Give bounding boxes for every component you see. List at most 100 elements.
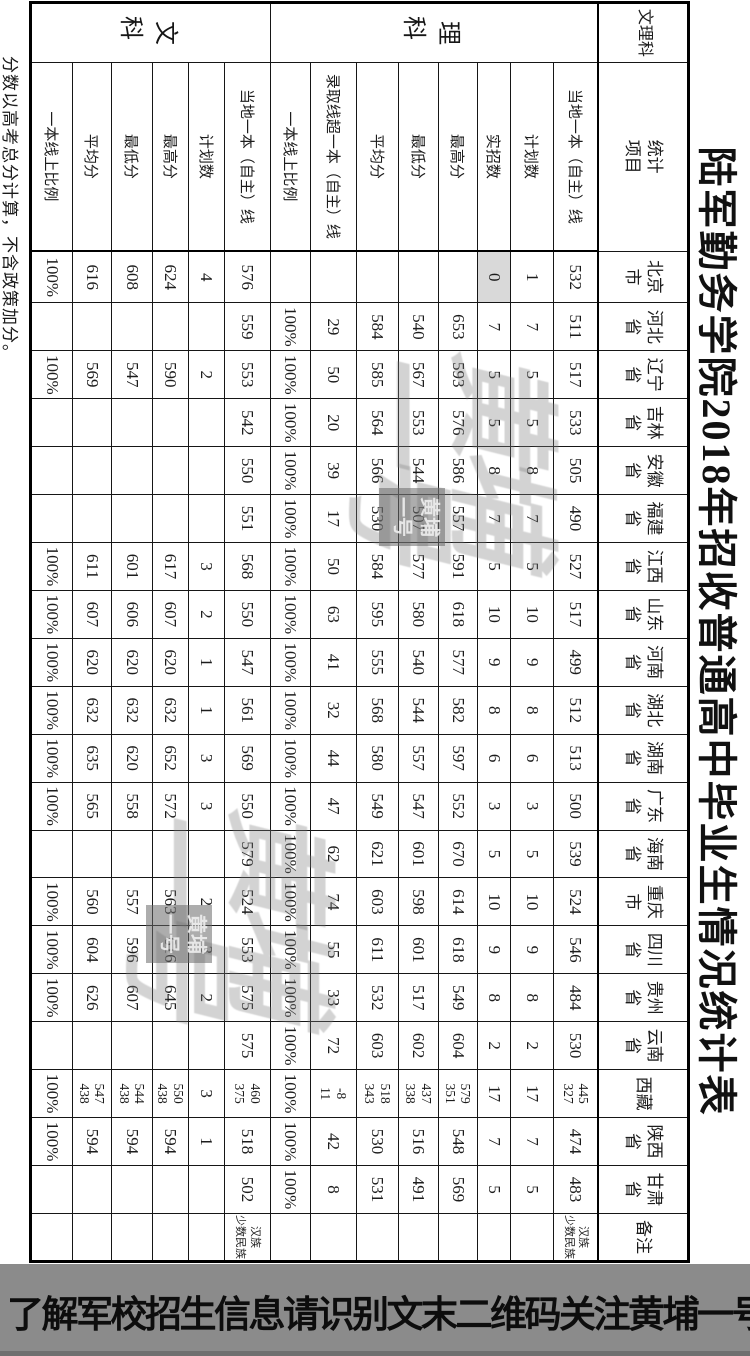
value-cell: 620 [111,638,153,687]
value-cell: 558 [111,782,153,831]
value-cell: 474 [553,1117,599,1166]
value-cell: 100% [270,734,311,783]
value-cell [111,830,153,878]
value-cell: 540 [398,302,439,351]
value-cell: 9 [510,638,554,687]
value-cell: 100% [270,590,311,639]
value-cell: 100% [270,686,311,735]
value-cell: 62 [310,830,357,878]
value-cell: 576 [438,398,478,447]
value-cell [152,1021,189,1070]
value-cell: 1 [510,251,554,303]
value-cell: 500 [553,782,599,831]
value-cell: 490 [553,494,599,543]
value-cell: 100% [270,1165,311,1214]
value-cell: 8 [477,686,511,735]
value-cell: 518 [224,1117,271,1166]
value-cell: 20 [310,398,357,447]
value-cell [72,1165,112,1214]
value-cell: 491 [398,1165,439,1214]
value-cell: 585 [356,350,399,399]
province-header: 甘肃省 [598,1165,689,1214]
value-cell: 620 [72,638,112,687]
value-cell: 569 [72,350,112,399]
value-cell: 607 [72,590,112,639]
remark-cell [510,1213,554,1262]
value-cell: 626 [72,973,112,1022]
banner-bottom-edge [0,1351,750,1356]
remark-cell [188,1213,225,1262]
value-cell: 632 [72,686,112,735]
value-cell: 517 [398,973,439,1022]
value-cell: 507 [398,494,439,543]
remark-cell: 汉族 少数民族 [224,1213,271,1262]
value-cell: 33 [310,973,357,1022]
value-cell: 100% [270,782,311,831]
value-cell: 572 [152,782,189,831]
remark-cell [152,1213,189,1262]
value-cell: 55 [310,925,357,974]
value-cell: -8 11 [310,1069,357,1118]
province-header: 福建省 [598,494,689,543]
value-cell: 3 [188,782,225,831]
bottom-banner: 了解军校招生信息请识别文末二维码关注黄埔一号 [0,1264,750,1356]
value-cell: 5 [510,830,554,878]
value-cell: 5 [510,542,554,591]
value-cell: 575 [224,1021,271,1070]
corner-stat-header: 统计 项目 [598,62,689,251]
value-cell: 540 [398,638,439,687]
province-header: 重庆市 [598,877,689,926]
value-cell: 8 [510,446,554,495]
value-cell: 542 [224,398,271,447]
value-cell: 576 [224,251,271,303]
value-cell: 527 [553,542,599,591]
value-cell: 499 [553,638,599,687]
value-cell: 595 [356,590,399,639]
value-cell: 584 [356,542,399,591]
value-cell: 100% [30,1117,73,1166]
value-cell [188,1021,225,1070]
value-cell [72,494,112,543]
value-cell: 544 438 [111,1069,153,1118]
rotated-table-layer: 陆军勤务学院2018年招收普通高中毕业生情况统计表 文理科 统计 项目 北京市 河北省… [0,0,750,1263]
value-cell: 594 [72,1117,112,1166]
value-cell [111,1021,153,1070]
value-cell: 517 [553,590,599,639]
value-cell: 547 [398,782,439,831]
value-cell [188,446,225,495]
value-cell: 10 [477,877,511,926]
value-cell: 614 [438,877,478,926]
province-header: 山东省 [598,590,689,639]
value-cell: 50 [310,350,357,399]
value-cell [72,1021,112,1070]
value-cell: 565 [72,782,112,831]
value-cell: 621 [356,830,399,878]
value-cell: 100% [270,350,311,399]
value-cell: 17 [477,1069,511,1118]
value-cell: 100% [270,1069,311,1118]
value-cell [30,830,73,878]
value-cell: 17 [310,494,357,543]
value-cell: 577 [438,638,478,687]
value-cell: 513 [553,734,599,783]
value-cell: 546 [553,925,599,974]
value-cell: 437 338 [398,1069,439,1118]
value-cell: 100% [270,302,311,351]
value-cell: 618 [438,925,478,974]
value-cell: 8 [477,446,511,495]
value-cell: 4 [188,251,225,303]
value-cell: 17 [510,1069,554,1118]
value-cell: 566 [356,446,399,495]
group-label: 理科 [270,2,599,63]
row-label: 最高分 [152,62,189,251]
value-cell: 624 [152,251,189,303]
value-cell: 8 [310,1165,357,1214]
value-cell: 6 [510,734,554,783]
value-cell: 100% [30,877,73,926]
province-header: 贵州省 [598,973,689,1022]
value-cell: 620 [152,638,189,687]
corner-subject-header: 文理科 [598,2,689,63]
value-cell [111,398,153,447]
value-cell: 560 [72,877,112,926]
value-cell: 582 [438,686,478,735]
